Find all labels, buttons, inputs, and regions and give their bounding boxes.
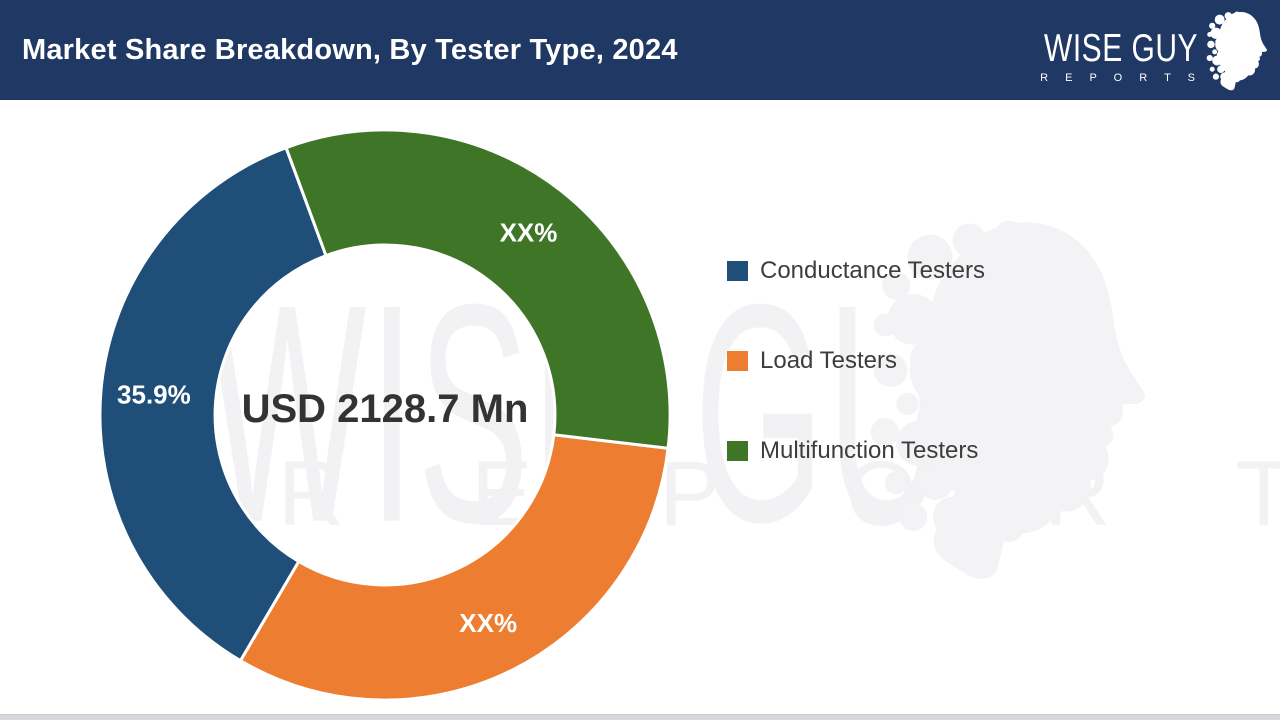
watermark-reports: R E P O R T S bbox=[278, 443, 1280, 545]
donut-segment-load-testers bbox=[239, 433, 670, 702]
legend-swatch-conductance bbox=[727, 261, 748, 281]
donut-segment-multifunction-testers bbox=[284, 128, 672, 450]
header-bar: Market Share Breakdown, By Tester Type, … bbox=[0, 0, 1280, 100]
chart-area: WISE GUY R E P O R T S 35.9%XX%XX% USD 2… bbox=[0, 100, 1280, 714]
legend-item-multifunction-testers: Multifunction Testers bbox=[727, 436, 985, 466]
legend-swatch-load bbox=[727, 351, 748, 371]
donut-chart: 35.9% XX% XX% USD 2128.7 Mn bbox=[98, 128, 672, 702]
legend-swatch-multifunction bbox=[727, 441, 748, 461]
chart-legend: Conductance Testers Load Testers Multifu… bbox=[727, 256, 985, 526]
footer-bar bbox=[0, 714, 1280, 720]
brand-logo-text: WISE GUY R E P O R T S bbox=[1040, 16, 1202, 84]
slice-label: 35.9% bbox=[117, 380, 191, 410]
legend-label: Multifunction Testers bbox=[760, 437, 979, 464]
slice-label: XX% bbox=[459, 608, 517, 638]
brand-subtitle: R E P O R T S bbox=[1040, 72, 1202, 84]
page-title: Market Share Breakdown, By Tester Type, … bbox=[22, 33, 678, 66]
legend-label: Conductance Testers bbox=[760, 257, 986, 284]
brand-logo: WISE GUY R E P O R T S bbox=[1018, 6, 1268, 94]
slice-label: XX% bbox=[500, 218, 558, 248]
legend-item-load-testers: Load Testers bbox=[727, 346, 985, 376]
donut-segments: 35.9% XX% XX% bbox=[98, 128, 672, 702]
brand-name: WISE GUY bbox=[1044, 27, 1199, 71]
brand-face-icon bbox=[1206, 11, 1267, 91]
donut-center-value: USD 2128.7 Mn bbox=[242, 387, 529, 431]
legend-item-conductance-testers: Conductance Testers bbox=[727, 256, 985, 286]
legend-label: Load Testers bbox=[760, 347, 897, 374]
donut-segment-conductance-testers bbox=[98, 146, 328, 663]
